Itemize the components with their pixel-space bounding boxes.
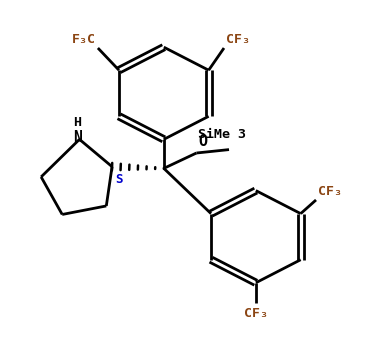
Text: CF₃: CF₃ (244, 307, 268, 320)
Text: CF₃: CF₃ (318, 185, 342, 198)
Text: O: O (198, 134, 207, 149)
Text: F₃C: F₃C (72, 33, 96, 46)
Text: S: S (115, 173, 123, 186)
Text: CF₃: CF₃ (226, 33, 250, 46)
Text: SiMe 3: SiMe 3 (198, 128, 246, 141)
Text: N: N (73, 130, 82, 145)
Text: H: H (74, 116, 82, 129)
